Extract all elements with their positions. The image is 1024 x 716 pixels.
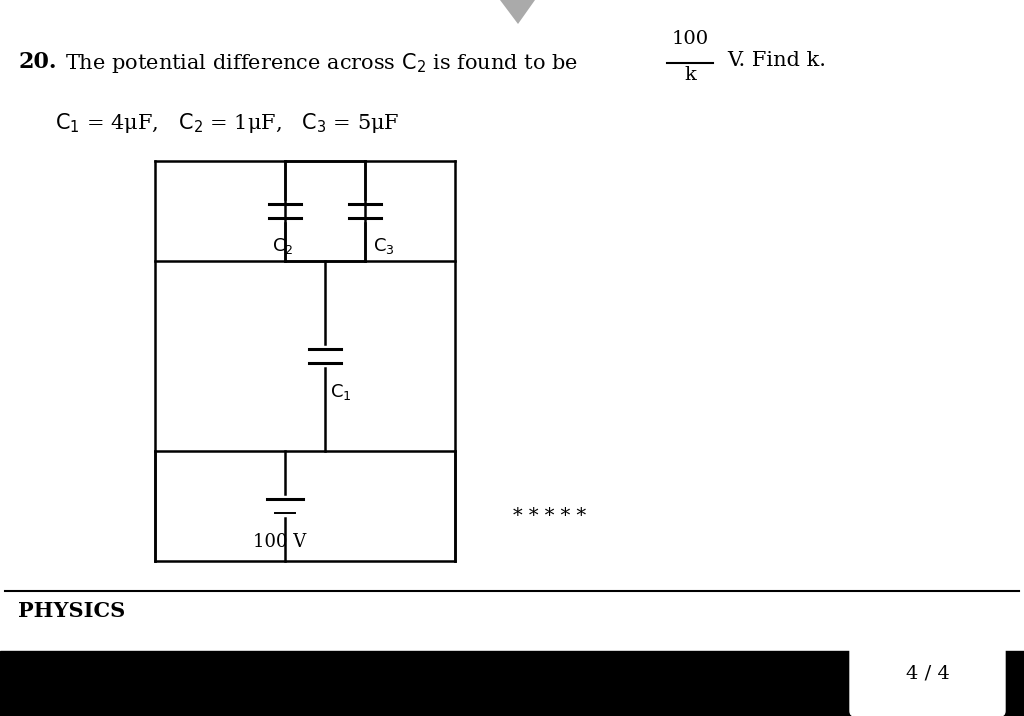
- Text: 4 / 4: 4 / 4: [906, 664, 950, 682]
- Text: $\mathrm{C_2}$: $\mathrm{C_2}$: [272, 236, 294, 256]
- Polygon shape: [500, 0, 535, 24]
- Text: V. Find k.: V. Find k.: [727, 51, 826, 70]
- Text: 100 V: 100 V: [253, 533, 306, 551]
- Text: $\mathrm{C_1}$ = 4μF,   $\mathrm{C_2}$ = 1μF,   $\mathrm{C_3}$ = 5μF: $\mathrm{C_1}$ = 4μF, $\mathrm{C_2}$ = 1…: [55, 111, 399, 135]
- Bar: [0, 651, 1024, 716]
- Text: PHYSICS: PHYSICS: [18, 601, 125, 621]
- Text: * * * * *: * * * * *: [513, 507, 587, 525]
- Text: $\mathrm{C_3}$: $\mathrm{C_3}$: [373, 236, 394, 256]
- Text: 100: 100: [672, 30, 709, 48]
- Text: k: k: [684, 66, 696, 84]
- Text: 20.: 20.: [18, 51, 56, 73]
- FancyBboxPatch shape: [850, 631, 1005, 716]
- Text: $\mathrm{C_1}$: $\mathrm{C_1}$: [330, 382, 351, 402]
- Text: The potential difference across $\mathrm{C_2}$ is found to be: The potential difference across $\mathrm…: [65, 51, 579, 75]
